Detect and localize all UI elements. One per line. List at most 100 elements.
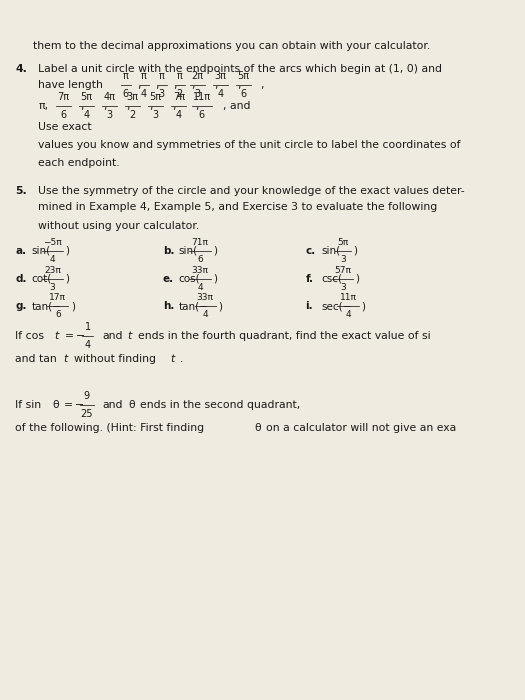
- Text: them to the decimal approximations you can obtain with your calculator.: them to the decimal approximations you c…: [33, 41, 430, 51]
- Text: sec(−: sec(−: [322, 301, 352, 312]
- Text: without using your calculator.: without using your calculator.: [38, 220, 200, 230]
- Text: 6: 6: [55, 310, 61, 319]
- Text: t: t: [171, 354, 175, 364]
- Text: 57π: 57π: [334, 266, 351, 274]
- Text: on a calculator will not give an exa: on a calculator will not give an exa: [266, 424, 457, 433]
- Text: ): ): [353, 246, 357, 256]
- Text: ,: ,: [126, 101, 129, 111]
- Text: 1: 1: [85, 322, 91, 332]
- Text: 4: 4: [197, 283, 203, 291]
- Text: 6: 6: [123, 89, 129, 99]
- Text: ,: ,: [195, 101, 198, 111]
- Text: 4: 4: [83, 110, 90, 120]
- Text: 6: 6: [197, 255, 203, 264]
- Text: 4π: 4π: [103, 92, 116, 102]
- Text: of the following. (Hint: First finding: of the following. (Hint: First finding: [15, 424, 204, 433]
- Text: and tan: and tan: [15, 354, 57, 364]
- Text: 11π: 11π: [193, 92, 211, 102]
- Text: mined in Example 4, Example 5, and Exercise 3 to evaluate the following: mined in Example 4, Example 5, and Exerc…: [38, 202, 437, 212]
- Text: π: π: [141, 71, 146, 81]
- Text: π,: π,: [38, 101, 48, 111]
- Text: θ: θ: [52, 400, 59, 410]
- Text: 3π: 3π: [127, 92, 139, 102]
- Text: 5.: 5.: [15, 186, 27, 197]
- Text: sin(: sin(: [179, 246, 198, 256]
- Text: tan(−: tan(−: [32, 301, 61, 312]
- Text: a.: a.: [15, 246, 26, 256]
- Text: and: and: [102, 331, 123, 341]
- Text: g.: g.: [15, 301, 27, 312]
- Text: 6: 6: [240, 89, 247, 99]
- Text: 7π: 7π: [58, 92, 70, 102]
- Text: 5π: 5π: [80, 92, 93, 102]
- Text: cot(: cot(: [32, 274, 51, 284]
- Text: 17π: 17π: [49, 293, 66, 302]
- Text: ): ): [66, 246, 69, 256]
- Text: 7π: 7π: [173, 92, 185, 102]
- Text: b.: b.: [163, 246, 174, 256]
- Text: 4: 4: [85, 340, 91, 350]
- Text: −: −: [75, 400, 84, 410]
- Text: ): ): [356, 274, 360, 284]
- Text: 6: 6: [60, 110, 67, 120]
- Text: without finding: without finding: [74, 354, 156, 364]
- Text: ): ): [213, 274, 217, 284]
- Text: values you know and symmetries of the unit circle to label the coordinates of: values you know and symmetries of the un…: [38, 140, 461, 150]
- Text: π: π: [159, 71, 165, 81]
- Text: and: and: [103, 400, 123, 410]
- Text: If cos: If cos: [15, 331, 44, 341]
- Text: have length: have length: [38, 80, 103, 90]
- Text: f.: f.: [306, 274, 313, 284]
- Text: .: .: [180, 354, 183, 364]
- Text: ,: ,: [80, 101, 83, 111]
- Text: ,: ,: [260, 80, 264, 90]
- Text: ): ): [66, 274, 69, 284]
- Text: ): ): [71, 301, 75, 312]
- Text: t: t: [64, 354, 68, 364]
- Text: d.: d.: [15, 274, 27, 284]
- Text: 11π: 11π: [340, 293, 356, 302]
- Text: Use exact: Use exact: [38, 122, 92, 132]
- Text: 4: 4: [218, 89, 224, 99]
- Text: 25: 25: [80, 410, 93, 419]
- Text: 4: 4: [141, 89, 147, 99]
- Text: h.: h.: [163, 301, 174, 312]
- Text: =: =: [65, 331, 74, 341]
- Text: 33π: 33π: [197, 293, 214, 302]
- Text: 4: 4: [203, 310, 208, 319]
- Text: Label a unit circle with the endpoints of the arcs which begin at (1, 0) and: Label a unit circle with the endpoints o…: [38, 64, 442, 74]
- Text: tan(−: tan(−: [179, 301, 208, 312]
- Text: ): ): [218, 301, 222, 312]
- Text: 3: 3: [195, 89, 201, 99]
- Text: 5π: 5π: [337, 238, 349, 247]
- Text: 4: 4: [345, 310, 351, 319]
- Text: ,: ,: [172, 101, 175, 111]
- Text: ends in the second quadrant,: ends in the second quadrant,: [140, 400, 300, 410]
- Text: 6: 6: [199, 110, 205, 120]
- Text: 2: 2: [130, 110, 136, 120]
- Text: t: t: [128, 331, 132, 341]
- Text: 3: 3: [107, 110, 113, 120]
- Text: ,: ,: [191, 80, 194, 90]
- Text: 3π: 3π: [215, 71, 227, 81]
- Text: sin(: sin(: [322, 246, 341, 256]
- Text: ,: ,: [155, 80, 159, 90]
- Text: θ: θ: [128, 400, 135, 410]
- Text: −5π: −5π: [43, 238, 62, 247]
- Text: θ: θ: [255, 424, 261, 433]
- Text: 4: 4: [50, 255, 55, 264]
- Text: π: π: [177, 71, 183, 81]
- Text: 9: 9: [83, 391, 90, 401]
- Text: ,: ,: [214, 80, 217, 90]
- Text: ,: ,: [103, 101, 106, 111]
- Text: i.: i.: [306, 301, 313, 312]
- Text: t: t: [55, 331, 59, 341]
- Text: csc(: csc(: [322, 274, 343, 284]
- Text: 3: 3: [153, 110, 159, 120]
- Text: , and: , and: [223, 101, 250, 111]
- Text: 4.: 4.: [15, 64, 27, 74]
- Text: 3: 3: [340, 283, 345, 291]
- Text: −: −: [76, 331, 85, 341]
- Text: 3: 3: [340, 255, 345, 264]
- Text: π: π: [123, 71, 129, 81]
